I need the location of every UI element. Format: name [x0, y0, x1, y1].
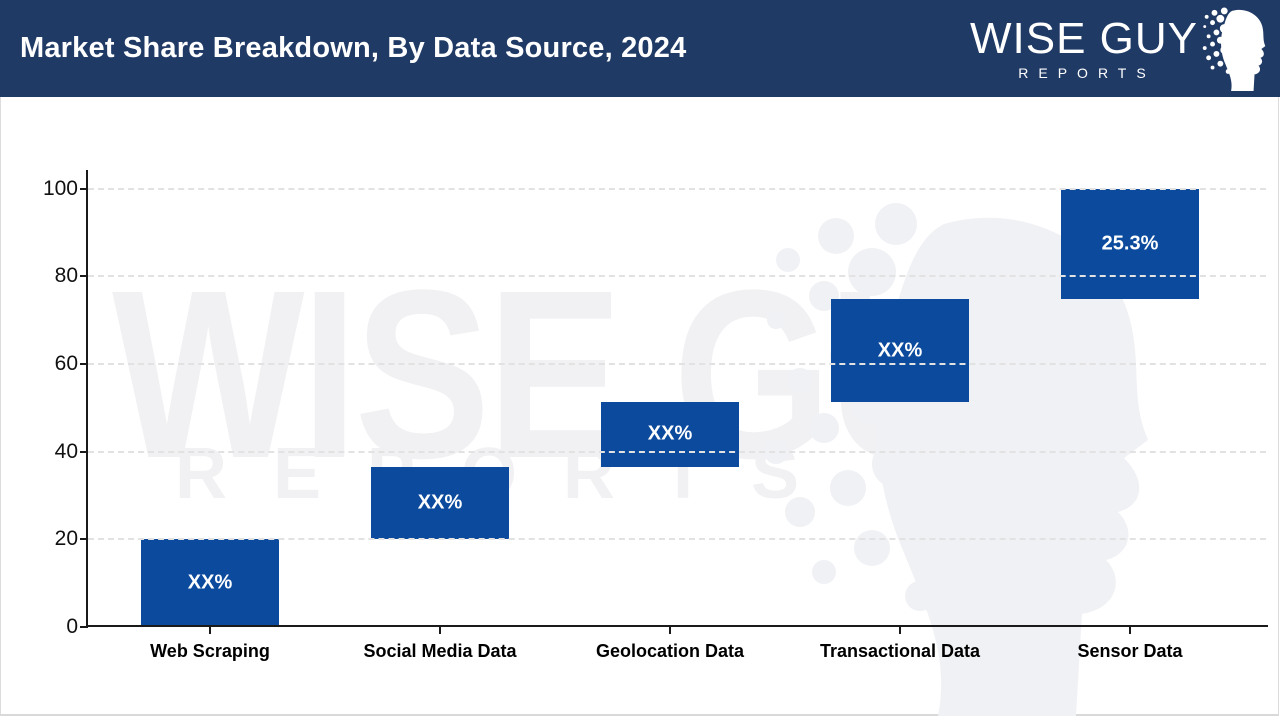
x-tick-mark — [439, 627, 441, 634]
wise-guy-reports-logo: WISE GUY REPORTS — [969, 6, 1270, 91]
x-category-label: Social Media Data — [363, 641, 517, 661]
bar-value-label: 25.3% — [1101, 232, 1159, 255]
header-bar: Market Share Breakdown, By Data Source, … — [0, 0, 1280, 97]
y-tick-mark — [80, 450, 88, 453]
bar-value-label: XX% — [417, 491, 463, 514]
y-axis-spine — [86, 170, 88, 627]
y-tick-label: 80 — [54, 264, 78, 288]
bar: XX% — [141, 539, 279, 627]
gridline — [88, 275, 1266, 278]
y-tick-mark — [80, 187, 88, 190]
x-tick-mark — [899, 627, 901, 634]
y-tick-label: 40 — [54, 439, 78, 463]
bar: 25.3% — [1061, 188, 1199, 300]
logo-face-icon — [1202, 6, 1266, 91]
bar: XX% — [831, 299, 969, 402]
y-tick-label: 100 — [42, 176, 78, 200]
bar-value-label: XX% — [647, 422, 693, 445]
y-tick-label: 20 — [54, 527, 78, 551]
y-tick-label: 60 — [54, 351, 78, 375]
x-category-label: Transactional Data — [819, 641, 981, 661]
bar: XX% — [601, 401, 739, 468]
x-axis-spine — [86, 625, 1268, 627]
gridline — [88, 450, 1266, 453]
gridline — [88, 538, 1266, 541]
content-frame — [0, 97, 1279, 716]
x-tick-mark — [1129, 627, 1131, 634]
bar: XX% — [371, 467, 509, 540]
bar-value-label: XX% — [187, 571, 233, 594]
x-tick-mark — [209, 627, 211, 634]
y-tick-mark — [80, 626, 88, 628]
y-tick-mark — [80, 275, 88, 278]
x-category-label: Geolocation Data — [595, 641, 745, 661]
y-tick-label: 0 — [66, 615, 78, 638]
y-tick-mark — [80, 362, 88, 365]
logo-wordmark: WISE GUY — [969, 13, 1198, 63]
x-tick-mark — [669, 627, 671, 634]
gridline — [88, 187, 1266, 190]
logo-reports-text: REPORTS — [1018, 64, 1156, 81]
chart-title: Market Share Breakdown, By Data Source, … — [20, 32, 687, 64]
logo-wordmark-block: WISE GUY REPORTS — [969, 13, 1198, 81]
y-tick-mark — [80, 538, 88, 541]
gridline — [88, 362, 1266, 365]
x-category-label: Web Scraping — [150, 641, 270, 661]
bar-value-label: XX% — [877, 339, 923, 362]
x-category-label: Sensor Data — [1077, 641, 1183, 661]
